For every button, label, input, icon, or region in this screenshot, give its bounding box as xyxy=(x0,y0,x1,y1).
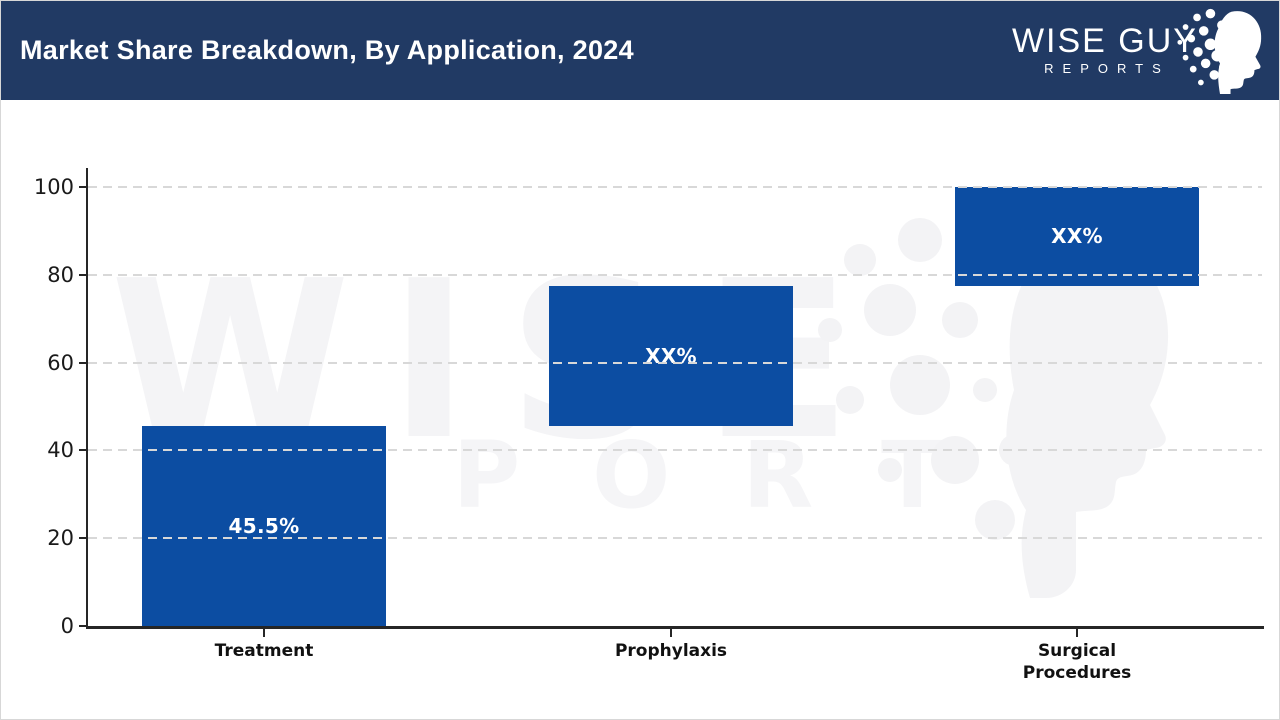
y-tick-label: 0 xyxy=(60,614,74,638)
y-tick-label: 100 xyxy=(33,175,74,199)
y-axis-line xyxy=(86,168,88,628)
bar-value-label: 45.5% xyxy=(228,514,300,539)
y-tick-mark xyxy=(79,361,87,364)
x-tick-mark xyxy=(263,629,265,637)
brand-logo: WISE GUY REPORTS xyxy=(1012,6,1268,94)
y-tick-mark xyxy=(79,186,87,188)
y-tick-label: 60 xyxy=(47,350,74,375)
y-tick-mark xyxy=(79,273,87,276)
y-tick-label: 80 xyxy=(47,262,74,287)
logo-wordmark-line2: REPORTS xyxy=(1044,61,1170,76)
gridline-60 xyxy=(88,361,1262,364)
category-label-treatment: Treatment xyxy=(214,641,314,661)
bar-value-label: XX% xyxy=(645,344,697,368)
x-axis-line xyxy=(86,626,1264,629)
y-tick-label: 40 xyxy=(47,438,74,463)
y-tick-mark xyxy=(79,625,87,627)
gridline-20 xyxy=(88,537,1262,540)
report-header: Market Share Breakdown, By Application, … xyxy=(0,0,1280,100)
logo-wordmark: WISE GUY REPORTS xyxy=(1012,24,1198,76)
bar-treatment: 45.5% xyxy=(142,426,386,626)
category-label-surgical-procedures: Surgical Procedures xyxy=(1022,641,1132,683)
bar-prophylaxis: XX% xyxy=(549,285,793,427)
gridline-40 xyxy=(88,449,1262,452)
category-label-prophylaxis: Prophylaxis xyxy=(614,641,728,661)
dotted-head-icon xyxy=(1177,8,1262,94)
x-tick-mark xyxy=(670,629,672,637)
watermark-head-icon xyxy=(818,218,1169,598)
y-tick-mark xyxy=(79,449,87,452)
y-tick-mark xyxy=(79,537,87,540)
bar-surgical-procedures: XX% xyxy=(955,187,1199,286)
gridline-80 xyxy=(88,273,1262,276)
page-title: Market Share Breakdown, By Application, … xyxy=(20,34,634,65)
y-tick-label: 20 xyxy=(47,526,74,551)
bar-value-label: XX% xyxy=(1051,224,1103,249)
x-tick-mark xyxy=(1076,629,1078,637)
logo-wordmark-line1: WISE GUY xyxy=(1011,22,1198,60)
gridline-100 xyxy=(88,186,1262,188)
